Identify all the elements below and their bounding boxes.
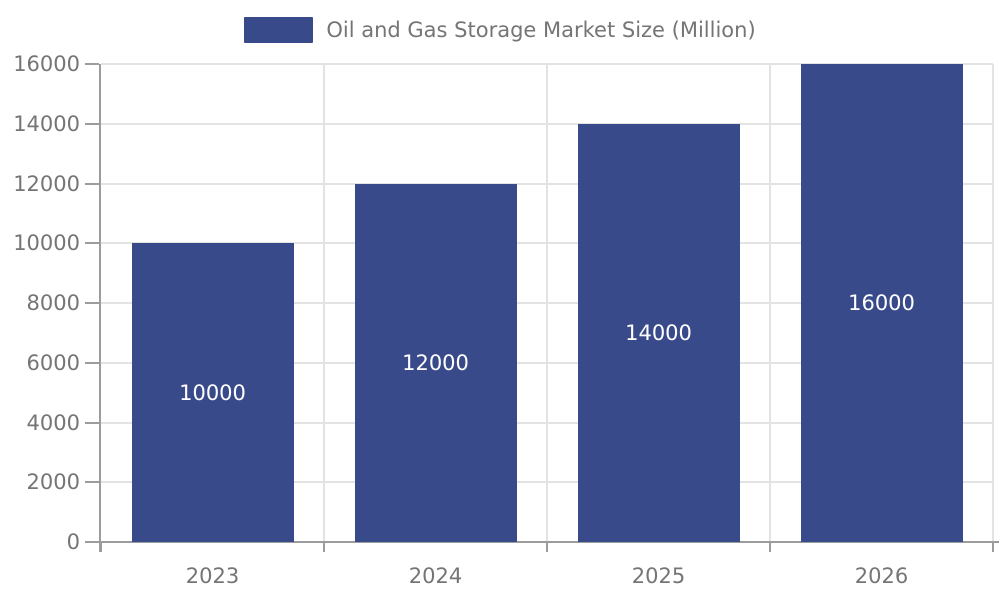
gridline-v — [323, 64, 325, 542]
gridline-v — [546, 64, 548, 542]
y-tick — [85, 122, 99, 125]
gridline-v — [769, 64, 771, 542]
y-tick-label: 14000 — [13, 111, 80, 136]
y-tick-label: 10000 — [13, 231, 80, 256]
x-tick-label: 2023 — [185, 564, 240, 588]
y-tick-label: 12000 — [13, 171, 80, 196]
x-tick — [546, 542, 548, 552]
gridline-v — [992, 64, 994, 542]
y-tick-label: 6000 — [26, 350, 80, 375]
y-tick — [85, 361, 99, 364]
y-axis-line — [99, 64, 101, 552]
x-tick-label: 2025 — [631, 564, 686, 588]
bar-value-label: 12000 — [402, 350, 469, 375]
x-tick-label: 2024 — [408, 564, 463, 588]
bar-value-label: 16000 — [848, 291, 915, 315]
bar-value-label: 10000 — [179, 380, 246, 405]
legend-label: Oil and Gas Storage Market Size (Million… — [326, 18, 756, 42]
y-tick-label: 0 — [66, 530, 80, 554]
x-tick — [992, 542, 994, 552]
x-tick — [100, 542, 102, 552]
y-tick — [85, 63, 99, 65]
y-tick — [85, 242, 99, 245]
y-tick — [85, 302, 99, 304]
y-tick-label: 8000 — [26, 291, 80, 315]
bar-value-label: 14000 — [625, 320, 692, 345]
y-tick-label: 4000 — [26, 410, 80, 435]
y-tick — [85, 541, 99, 543]
bar: 10000 — [131, 243, 294, 542]
x-axis-line — [99, 541, 999, 543]
y-tick — [85, 182, 99, 185]
x-tick — [323, 542, 325, 552]
y-tick-label: 16000 — [13, 52, 80, 76]
y-tick-label: 2000 — [26, 470, 80, 495]
bar: 12000 — [354, 183, 517, 542]
bar: 16000 — [800, 64, 963, 542]
legend-item[interactable]: Oil and Gas Storage Market Size (Million… — [0, 17, 1000, 43]
x-tick — [769, 542, 771, 552]
bar: 14000 — [577, 123, 740, 542]
plot-area: 0 2000 4000 6000 8000 10000 12000 14000 16000 100… — [13, 52, 999, 588]
y-tick — [85, 481, 99, 484]
x-tick-label: 2026 — [854, 564, 909, 588]
legend-swatch — [244, 17, 314, 43]
y-tick — [85, 421, 99, 424]
